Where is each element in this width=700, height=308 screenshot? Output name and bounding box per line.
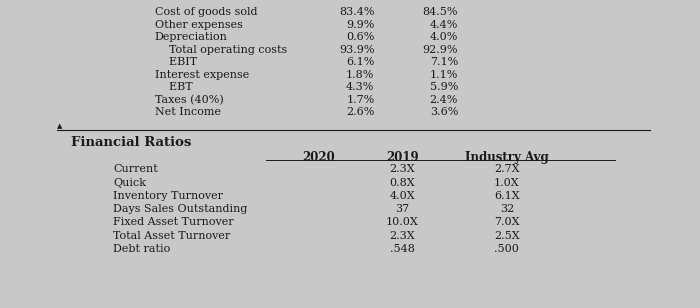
Text: Debt ratio: Debt ratio (113, 244, 170, 254)
Text: 0.6%: 0.6% (346, 32, 375, 43)
Text: 3.6%: 3.6% (430, 107, 458, 117)
Text: 84.5%: 84.5% (423, 7, 458, 18)
Text: 2.4%: 2.4% (430, 95, 458, 105)
Text: EBIT: EBIT (155, 57, 197, 67)
Text: Days Sales Outstanding: Days Sales Outstanding (113, 204, 247, 214)
Text: 7.0X: 7.0X (494, 217, 519, 227)
Text: 2.7X: 2.7X (494, 164, 519, 174)
Text: 4.0%: 4.0% (430, 32, 458, 43)
Text: 4.0X: 4.0X (389, 191, 415, 201)
Text: Other expenses: Other expenses (155, 20, 243, 30)
Text: 93.9%: 93.9% (339, 45, 375, 55)
Text: 37: 37 (395, 204, 409, 214)
Text: Quick: Quick (113, 177, 146, 188)
Text: Financial Ratios: Financial Ratios (71, 136, 192, 149)
Text: 1.8%: 1.8% (346, 70, 375, 80)
Text: ▲: ▲ (57, 123, 62, 129)
Text: 4.3%: 4.3% (346, 82, 375, 92)
Text: 6.1X: 6.1X (494, 191, 519, 201)
Text: 2.6%: 2.6% (346, 107, 375, 117)
Text: 0.8X: 0.8X (389, 177, 415, 188)
Text: Net Income: Net Income (155, 107, 220, 117)
Text: Industry Avg: Industry Avg (465, 151, 549, 164)
Text: 2.5X: 2.5X (494, 230, 519, 241)
Text: Current: Current (113, 164, 158, 174)
Text: 2.3X: 2.3X (389, 230, 415, 241)
Text: Fixed Asset Turnover: Fixed Asset Turnover (113, 217, 234, 227)
Text: 2020: 2020 (302, 151, 335, 164)
Text: 6.1%: 6.1% (346, 57, 375, 67)
Text: 9.9%: 9.9% (346, 20, 375, 30)
Text: Cost of goods sold: Cost of goods sold (155, 7, 258, 18)
Text: 2.3X: 2.3X (389, 164, 415, 174)
Text: Total operating costs: Total operating costs (155, 45, 287, 55)
Text: Inventory Turnover: Inventory Turnover (113, 191, 223, 201)
Text: .500: .500 (494, 244, 519, 254)
Text: 92.9%: 92.9% (423, 45, 458, 55)
Text: 32: 32 (500, 204, 514, 214)
Text: .548: .548 (390, 244, 414, 254)
Text: 5.9%: 5.9% (430, 82, 458, 92)
Text: Interest expense: Interest expense (155, 70, 249, 80)
Text: 1.0X: 1.0X (494, 177, 519, 188)
Text: EBT: EBT (155, 82, 192, 92)
Text: 7.1%: 7.1% (430, 57, 458, 67)
Text: Depreciation: Depreciation (155, 32, 228, 43)
Text: 10.0X: 10.0X (386, 217, 419, 227)
Text: 2019: 2019 (386, 151, 419, 164)
Text: 83.4%: 83.4% (339, 7, 375, 18)
Text: Total Asset Turnover: Total Asset Turnover (113, 230, 230, 241)
Text: 4.4%: 4.4% (430, 20, 458, 30)
Text: Taxes (40%): Taxes (40%) (155, 95, 223, 105)
Text: 1.7%: 1.7% (346, 95, 374, 105)
Text: 1.1%: 1.1% (430, 70, 458, 80)
